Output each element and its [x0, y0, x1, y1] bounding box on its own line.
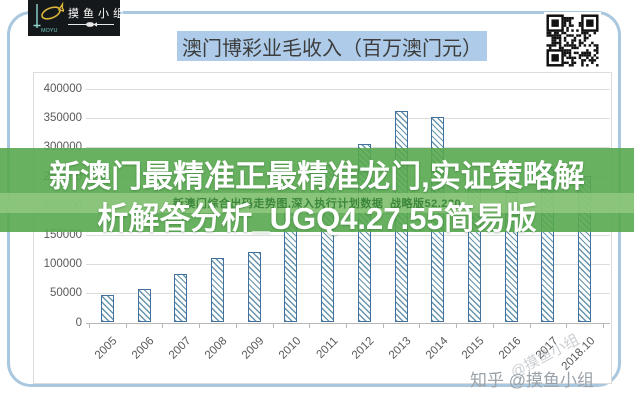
x-tick [272, 323, 274, 328]
mini-fish-icon [86, 22, 97, 27]
x-tick [382, 323, 384, 328]
logo: MOYU 摸鱼小组 [28, 0, 124, 36]
bar-2009 [247, 252, 261, 323]
x-tick [235, 323, 237, 328]
overlay-small-watermark: 新澳门综合出码走势图,深入执行计划数据_战略版52.220 [172, 198, 462, 210]
gridline [86, 88, 610, 90]
x-tick [529, 323, 531, 328]
gridline [86, 234, 610, 236]
x-tick [199, 323, 201, 328]
x-tick [456, 323, 458, 328]
qr-code [544, 12, 601, 69]
bar-2006 [137, 288, 151, 323]
logo-group-name: 摸鱼小组 [68, 8, 128, 20]
overlay-text-line2: 析解答分析_UGQ4.27.55简易版 [97, 201, 537, 236]
bar-2005 [100, 294, 114, 323]
logo-underline [68, 22, 114, 27]
y-axis-label: 400000 [43, 82, 82, 95]
overlay-text-line1: 新澳门最精准正最精准龙门,实证策略解 [49, 159, 585, 194]
gridline [86, 147, 610, 149]
x-tick [309, 323, 311, 328]
zhihu-watermark: 知乎 @摸鱼小组 [470, 371, 594, 390]
x-tick [89, 323, 90, 328]
svg-text:MOYU: MOYU [41, 28, 58, 34]
x-tick [566, 323, 568, 328]
y-axis-label: 0 [75, 316, 82, 329]
x-tick [125, 323, 127, 328]
gridline [86, 118, 610, 120]
gridline [86, 293, 610, 295]
x-tick [419, 323, 421, 328]
x-tick [345, 323, 347, 328]
y-axis-label: 100000 [43, 258, 82, 271]
bar-2007 [174, 273, 188, 323]
y-axis-label: 50000 [50, 287, 82, 300]
x-tick [602, 323, 604, 328]
bar-2010 [284, 211, 298, 323]
bar-2008 [210, 258, 224, 323]
x-axis-line [86, 322, 610, 324]
overlay-stripe [0, 193, 634, 213]
gridline [86, 264, 610, 266]
promo-overlay-banner: 新澳门综合出码走势图,深入执行计划数据_战略版52.220 新澳门最精准正最精准… [0, 148, 634, 236]
x-tick [162, 323, 164, 328]
x-tick [492, 323, 494, 328]
y-axis-label: 350000 [43, 112, 82, 125]
chart-title: 澳门博彩业毛收入（百万澳门元） [177, 31, 487, 61]
fish-icon: MOYU [30, 1, 68, 35]
